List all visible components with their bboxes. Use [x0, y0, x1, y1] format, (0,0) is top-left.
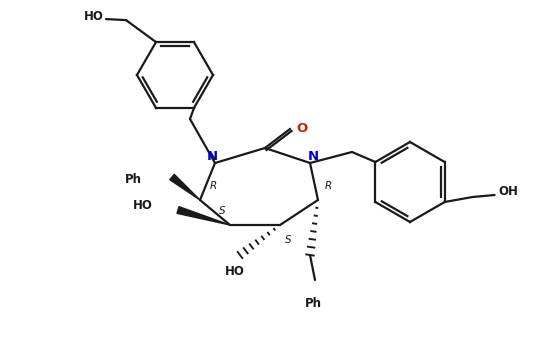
Polygon shape	[177, 207, 230, 225]
Text: HO: HO	[133, 198, 153, 212]
Text: Ph: Ph	[125, 173, 142, 185]
Polygon shape	[170, 174, 200, 200]
Text: S: S	[285, 235, 292, 245]
Text: R: R	[325, 181, 332, 191]
Text: N: N	[307, 150, 318, 162]
Text: Ph: Ph	[305, 297, 322, 310]
Text: OH: OH	[498, 184, 518, 197]
Text: HO: HO	[84, 9, 104, 23]
Text: R: R	[210, 181, 217, 191]
Text: O: O	[296, 122, 307, 134]
Text: HO: HO	[225, 265, 245, 278]
Text: N: N	[206, 150, 217, 162]
Text: S: S	[220, 206, 226, 216]
